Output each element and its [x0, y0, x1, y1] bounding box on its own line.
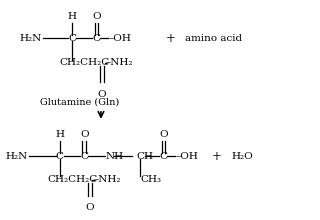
Text: –OH: –OH: [108, 34, 132, 43]
Text: H: H: [55, 130, 64, 139]
Text: –NH₂: –NH₂: [93, 175, 121, 184]
Text: H₂N: H₂N: [19, 34, 42, 43]
Text: CH₂CH₂C: CH₂CH₂C: [60, 58, 110, 67]
Text: –NH₂: –NH₂: [106, 58, 133, 67]
Text: CH: CH: [136, 152, 153, 161]
Text: amino acid: amino acid: [185, 34, 242, 43]
Text: O: O: [92, 12, 101, 21]
Text: +: +: [212, 150, 222, 163]
Text: CH₃: CH₃: [140, 175, 162, 184]
Text: C: C: [80, 152, 88, 161]
Text: H₂O: H₂O: [232, 152, 254, 161]
Text: Glutamine (Gln): Glutamine (Gln): [40, 98, 119, 107]
Text: H₂N: H₂N: [6, 152, 28, 161]
Text: +: +: [166, 32, 176, 45]
Text: C: C: [68, 34, 76, 43]
Text: –OH: –OH: [176, 152, 198, 161]
Text: C: C: [56, 152, 64, 161]
Text: C: C: [159, 152, 167, 161]
Text: O: O: [159, 130, 168, 139]
Text: CH₂CH₂C: CH₂CH₂C: [48, 175, 98, 184]
Text: O: O: [98, 90, 106, 99]
Text: O: O: [85, 203, 94, 212]
Text: O: O: [80, 130, 89, 139]
Text: NH: NH: [106, 152, 124, 161]
Text: H: H: [68, 12, 76, 21]
Text: C: C: [92, 34, 100, 43]
